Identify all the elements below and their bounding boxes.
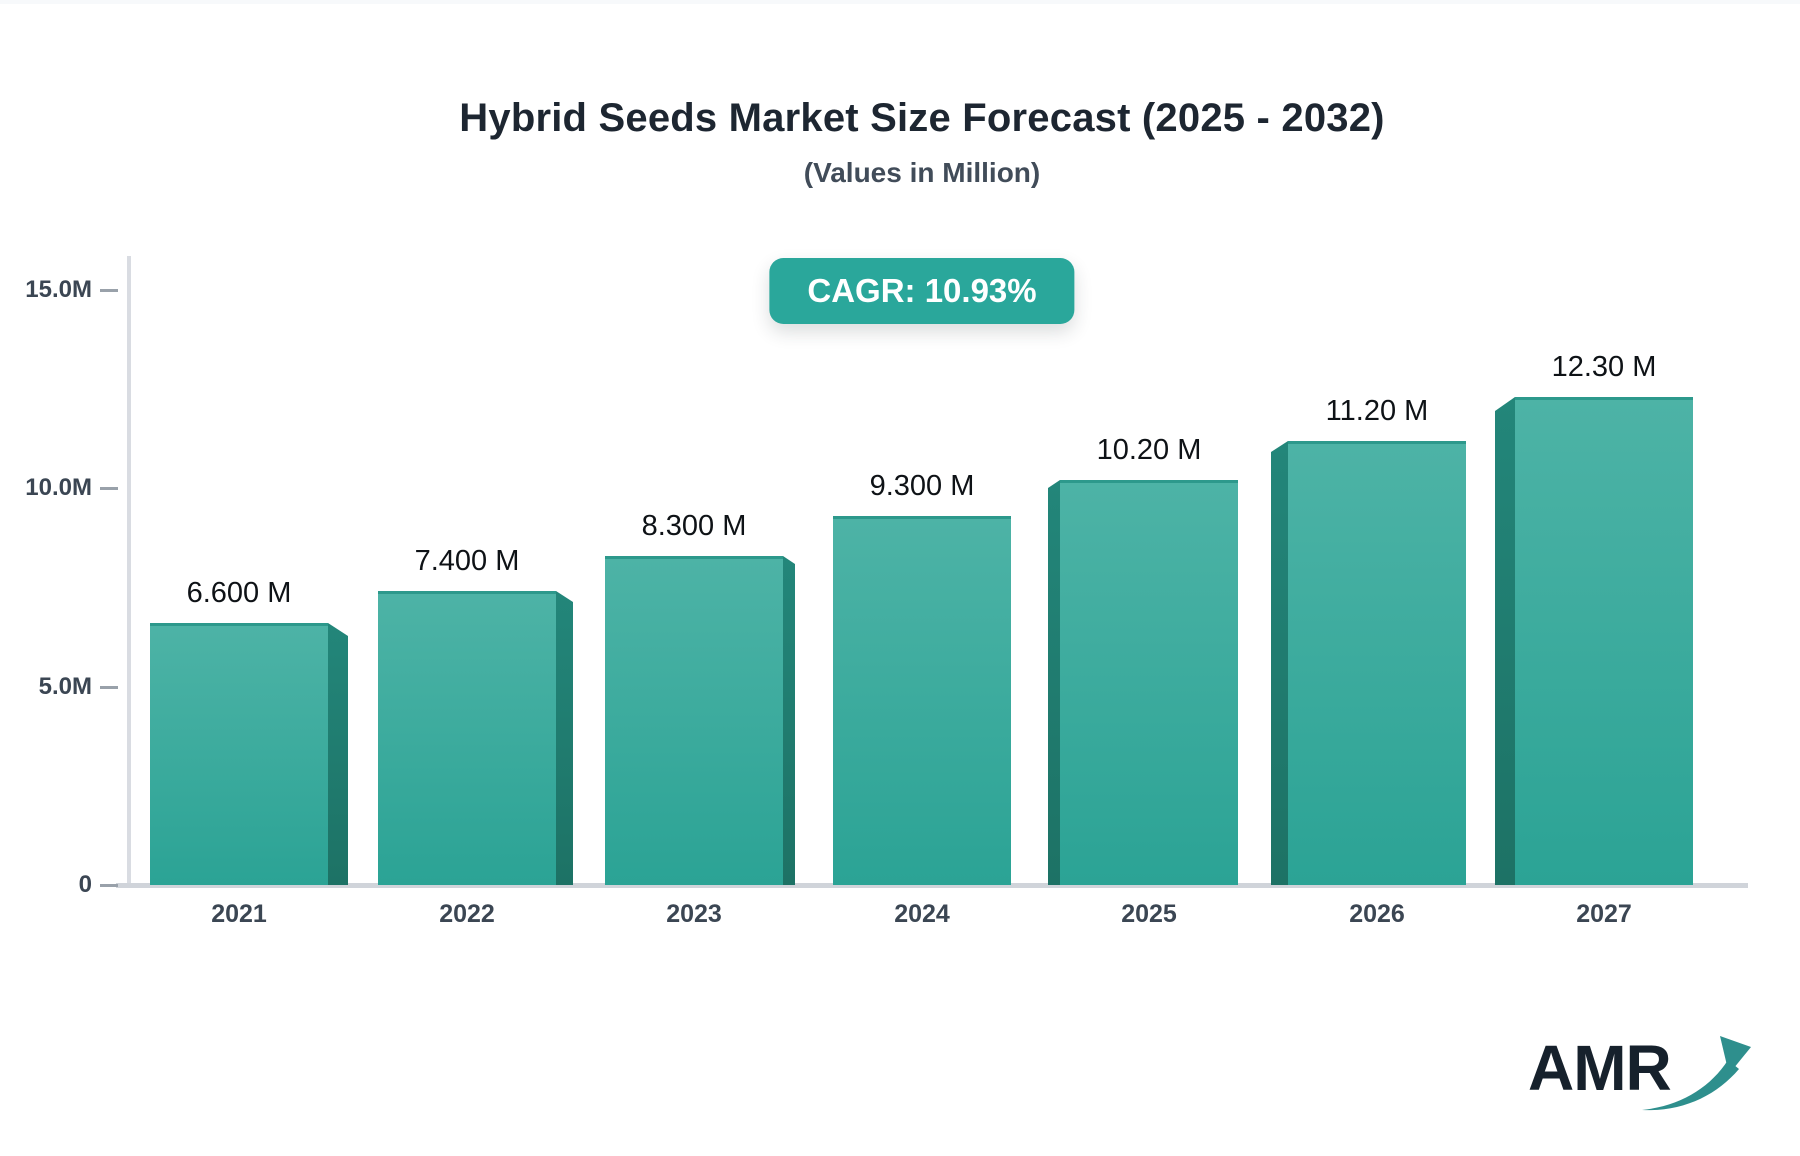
y-tick-mark <box>100 884 118 887</box>
cagr-badge: CAGR: 10.93% <box>769 258 1075 324</box>
bar-side-2021 <box>328 623 348 885</box>
y-tick-label-10.0M: 10.0M <box>25 474 92 502</box>
x-axis-line <box>116 883 1748 888</box>
bar-side-2023 <box>783 556 795 885</box>
amr-logo: AMR <box>1528 1032 1751 1126</box>
header-block: Hybrid Seeds Market Size Forecast (2025 … <box>44 0 1800 188</box>
y-tick-label-5.0M: 5.0M <box>38 672 92 700</box>
bar-value-label-2025: 10.20 M <box>1096 434 1202 466</box>
bar-value-label-2026: 11.20 M <box>1325 395 1429 427</box>
bar-2022 <box>378 591 556 885</box>
x-axis-label-2025: 2025 <box>1121 900 1177 928</box>
y-tick-mark <box>100 289 118 292</box>
bar-value-label-2022: 7.400 M <box>414 545 520 577</box>
y-tick-label-15.0M: 15.0M <box>25 276 92 303</box>
bar-2026 <box>1288 441 1466 885</box>
bar-side-2027 <box>1495 397 1515 885</box>
x-axis-label-2027: 2027 <box>1576 900 1632 928</box>
bar-side-2025 <box>1048 480 1060 885</box>
bar-value-label-2024: 9.300 M <box>869 470 975 502</box>
bar-2027 <box>1515 397 1693 885</box>
bar-2024 <box>833 516 1011 885</box>
chart-title: Hybrid Seeds Market Size Forecast (2025 … <box>459 96 1385 140</box>
page-top-edge <box>0 0 1800 4</box>
y-tick-mark <box>100 685 118 689</box>
y-tick-mark <box>100 487 118 491</box>
bar-value-label-2023: 8.300 M <box>641 510 747 542</box>
bar-side-2022 <box>556 591 573 885</box>
bar-value-label-2027: 12.30 M <box>1551 351 1657 383</box>
y-tick-label-0: 0 <box>78 871 92 898</box>
y-axis-line <box>127 256 131 887</box>
x-axis-label-2021: 2021 <box>211 900 267 928</box>
x-axis-label-2026: 2026 <box>1349 900 1405 928</box>
bar-2023 <box>605 556 783 885</box>
bar-value-label-2021: 6.600 M <box>186 577 292 609</box>
chart-subtitle: (Values in Million) <box>803 157 1041 188</box>
bar-2021 <box>150 623 328 885</box>
x-axis-label-2022: 2022 <box>439 900 495 928</box>
x-axis-label-2024: 2024 <box>894 900 950 928</box>
bar-side-2026 <box>1271 441 1288 885</box>
amr-logo-text: AMR <box>1528 1032 1672 1104</box>
bar-2025 <box>1060 480 1238 885</box>
trend-arrow-icon <box>1642 1036 1751 1111</box>
x-axis-label-2023: 2023 <box>666 900 722 928</box>
